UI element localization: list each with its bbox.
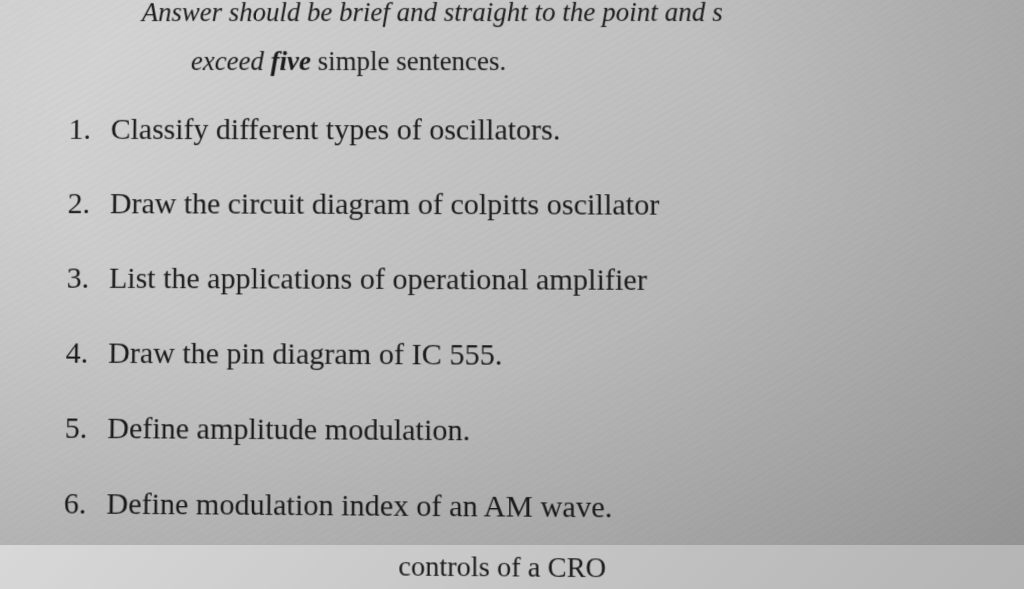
question-item: 5. Define amplitude modulation.: [57, 407, 994, 455]
instruction-text-1c: straight to the point and s: [444, 0, 723, 27]
question-text: Draw the pin diagram of IC 555.: [108, 332, 993, 379]
question-item: 1. Classify different types of oscillato…: [61, 109, 989, 153]
question-text: Define modulation index of an AM wave.: [106, 483, 994, 532]
question-number: 5.: [57, 407, 108, 450]
instruction-line-2: exceed five simple sentences.: [191, 41, 989, 82]
question-number: 2.: [60, 183, 110, 225]
question-list: 1. Classify different types of oscillato…: [56, 109, 995, 533]
instruction-text-2a: exceed: [191, 45, 271, 75]
question-item: 6. Define modulation index of an AM wave…: [56, 483, 995, 533]
question-item: 3. List the applications of operational …: [59, 257, 991, 303]
instruction-text-1b: and: [390, 0, 444, 27]
question-number: 6.: [56, 483, 107, 526]
instruction-text-2b: five: [270, 46, 310, 76]
question-number: 1.: [61, 109, 111, 151]
document-page: Answer should be brief and straight to t…: [0, 0, 1024, 589]
question-text: List the applications of operational amp…: [109, 258, 992, 304]
question-number: 3.: [59, 257, 109, 300]
instruction-line-1: Answer should be brief and straight to t…: [142, 0, 988, 33]
question-text: Classify different types of oscillators.: [111, 109, 990, 153]
question-item: 2. Draw the circuit diagram of colpitts …: [60, 183, 990, 228]
question-text: Draw the circuit diagram of colpitts osc…: [110, 183, 991, 228]
question-item: 4. Draw the pin diagram of IC 555.: [58, 332, 993, 379]
question-text: Define amplitude modulation.: [107, 408, 994, 456]
instruction-text-2c: simple sentences.: [311, 46, 507, 76]
question-number: 4.: [58, 332, 108, 375]
partial-bottom-text: controls of a CRO: [398, 551, 995, 589]
instruction-text-1a: Answer should be brief: [142, 0, 390, 27]
